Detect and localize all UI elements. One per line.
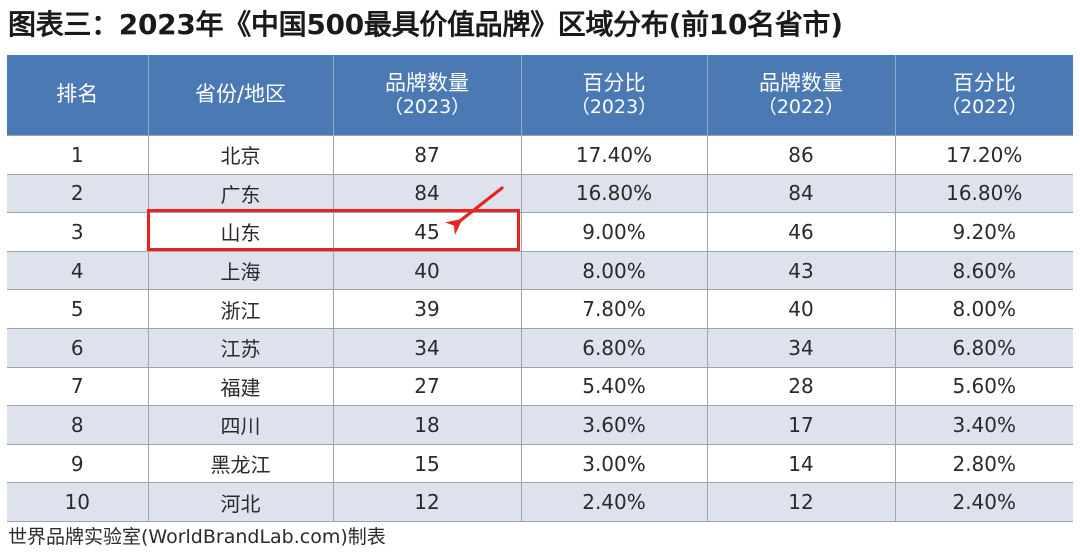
cell-pct-2023: 6.80% [521, 328, 708, 368]
cell-rank: 1 [7, 135, 149, 175]
cell-count-2022: 84 [707, 174, 896, 214]
cell-rank: 5 [7, 289, 149, 329]
table-header: 排名 省份/地区 品牌数量 （2023） 百分比 （2023） 品牌数量 （20… [7, 55, 1073, 136]
cell-count-2022: 86 [707, 135, 896, 175]
cell-count-2022: 34 [707, 328, 896, 368]
column-header-rank-line1: 排名 [56, 82, 99, 107]
cell-count-2023: 12 [333, 482, 522, 522]
cell-pct-2023: 3.60% [521, 405, 708, 445]
cell-rank: 9 [7, 444, 149, 484]
cell-count-2023: 87 [333, 135, 522, 175]
cell-pct-2023: 16.80% [521, 174, 708, 214]
cell-province: 黑龙江 [148, 444, 334, 484]
table-row: 10 河北 12 2.40% 12 2.40% [7, 482, 1073, 522]
table-row: 4 上海 40 8.00% 43 8.60% [7, 251, 1073, 291]
cell-count-2022: 40 [707, 289, 896, 329]
cell-pct-2023: 8.00% [521, 251, 708, 291]
cell-pct-2023: 5.40% [521, 367, 708, 407]
cell-pct-2022: 2.40% [895, 482, 1073, 522]
cell-rank: 3 [7, 212, 149, 252]
cell-count-2022: 46 [707, 212, 896, 252]
table-body: 1 北京 87 17.40% 86 17.20% 2 广东 84 16.80% … [7, 135, 1073, 522]
cell-pct-2023: 2.40% [521, 482, 708, 522]
cell-count-2022: 17 [707, 405, 896, 445]
cell-pct-2022: 8.60% [895, 251, 1073, 291]
cell-pct-2022: 3.40% [895, 405, 1073, 445]
cell-pct-2023: 9.00% [521, 212, 708, 252]
cell-pct-2022: 17.20% [895, 135, 1073, 175]
column-header-count-2022-line1: 品牌数量 [759, 70, 843, 95]
cell-count-2023: 84 [333, 174, 522, 214]
column-header-province-line1: 省份/地区 [194, 82, 287, 107]
cell-count-2023: 40 [333, 251, 522, 291]
column-header-province: 省份/地区 [148, 55, 334, 136]
page-title: 图表三：2023年《中国500最具价值品牌》区域分布(前10名省市) [8, 8, 843, 41]
column-header-count-2023-line1: 品牌数量 [385, 70, 469, 95]
column-header-pct-2023-line2: （2023） [570, 96, 658, 119]
column-header-pct-2023-line1: 百分比 [582, 70, 646, 95]
cell-count-2022: 28 [707, 367, 896, 407]
cell-rank: 2 [7, 174, 149, 214]
column-header-rank: 排名 [7, 55, 149, 136]
cell-count-2023: 45 [333, 212, 522, 252]
cell-province: 四川 [148, 405, 334, 445]
table-row: 6 江苏 34 6.80% 34 6.80% [7, 328, 1073, 368]
source-note: 世界品牌实验室(WorldBrandLab.com)制表 [8, 526, 386, 548]
cell-pct-2023: 7.80% [521, 289, 708, 329]
cell-pct-2022: 16.80% [895, 174, 1073, 214]
cell-count-2022: 43 [707, 251, 896, 291]
cell-count-2023: 27 [333, 367, 522, 407]
cell-count-2022: 14 [707, 444, 896, 484]
cell-pct-2022: 6.80% [895, 328, 1073, 368]
cell-count-2023: 15 [333, 444, 522, 484]
table-row: 7 福建 27 5.40% 28 5.60% [7, 367, 1073, 407]
table-row-highlighted: 3 山东 45 9.00% 46 9.20% [7, 212, 1073, 252]
table-row: 5 浙江 39 7.80% 40 8.00% [7, 289, 1073, 329]
cell-province: 北京 [148, 135, 334, 175]
column-header-pct-2022: 百分比 （2022） [895, 55, 1073, 136]
cell-count-2023: 39 [333, 289, 522, 329]
table-row: 1 北京 87 17.40% 86 17.20% [7, 135, 1073, 175]
cell-pct-2023: 17.40% [521, 135, 708, 175]
cell-province: 江苏 [148, 328, 334, 368]
column-header-pct-2023: 百分比 （2023） [521, 55, 708, 136]
column-header-count-2022-line2: （2022） [757, 96, 845, 119]
cell-count-2023: 34 [333, 328, 522, 368]
cell-pct-2022: 9.20% [895, 212, 1073, 252]
cell-pct-2023: 3.00% [521, 444, 708, 484]
cell-count-2022: 12 [707, 482, 896, 522]
table-row: 8 四川 18 3.60% 17 3.40% [7, 405, 1073, 445]
cell-province: 上海 [148, 251, 334, 291]
table-row: 9 黑龙江 15 3.00% 14 2.80% [7, 444, 1073, 484]
cell-rank: 7 [7, 367, 149, 407]
cell-pct-2022: 2.80% [895, 444, 1073, 484]
brand-distribution-table: 排名 省份/地区 品牌数量 （2023） 百分比 （2023） 品牌数量 （20… [7, 55, 1073, 522]
column-header-pct-2022-line1: 百分比 [952, 70, 1016, 95]
cell-rank: 8 [7, 405, 149, 445]
cell-province: 广东 [148, 174, 334, 214]
column-header-count-2022: 品牌数量 （2022） [707, 55, 896, 136]
column-header-pct-2022-line2: （2022） [941, 96, 1028, 119]
cell-count-2023: 18 [333, 405, 522, 445]
cell-rank: 4 [7, 251, 149, 291]
cell-province: 浙江 [148, 289, 334, 329]
cell-pct-2022: 5.60% [895, 367, 1073, 407]
table-row: 2 广东 84 16.80% 84 16.80% [7, 174, 1073, 214]
cell-province: 河北 [148, 482, 334, 522]
table-header-row: 排名 省份/地区 品牌数量 （2023） 百分比 （2023） 品牌数量 （20… [7, 55, 1073, 136]
column-header-count-2023: 品牌数量 （2023） [333, 55, 522, 136]
cell-rank: 6 [7, 328, 149, 368]
cell-pct-2022: 8.00% [895, 289, 1073, 329]
column-header-count-2023-line2: （2023） [383, 96, 471, 119]
cell-province: 山东 [148, 212, 334, 252]
cell-rank: 10 [7, 482, 149, 522]
cell-province: 福建 [148, 367, 334, 407]
